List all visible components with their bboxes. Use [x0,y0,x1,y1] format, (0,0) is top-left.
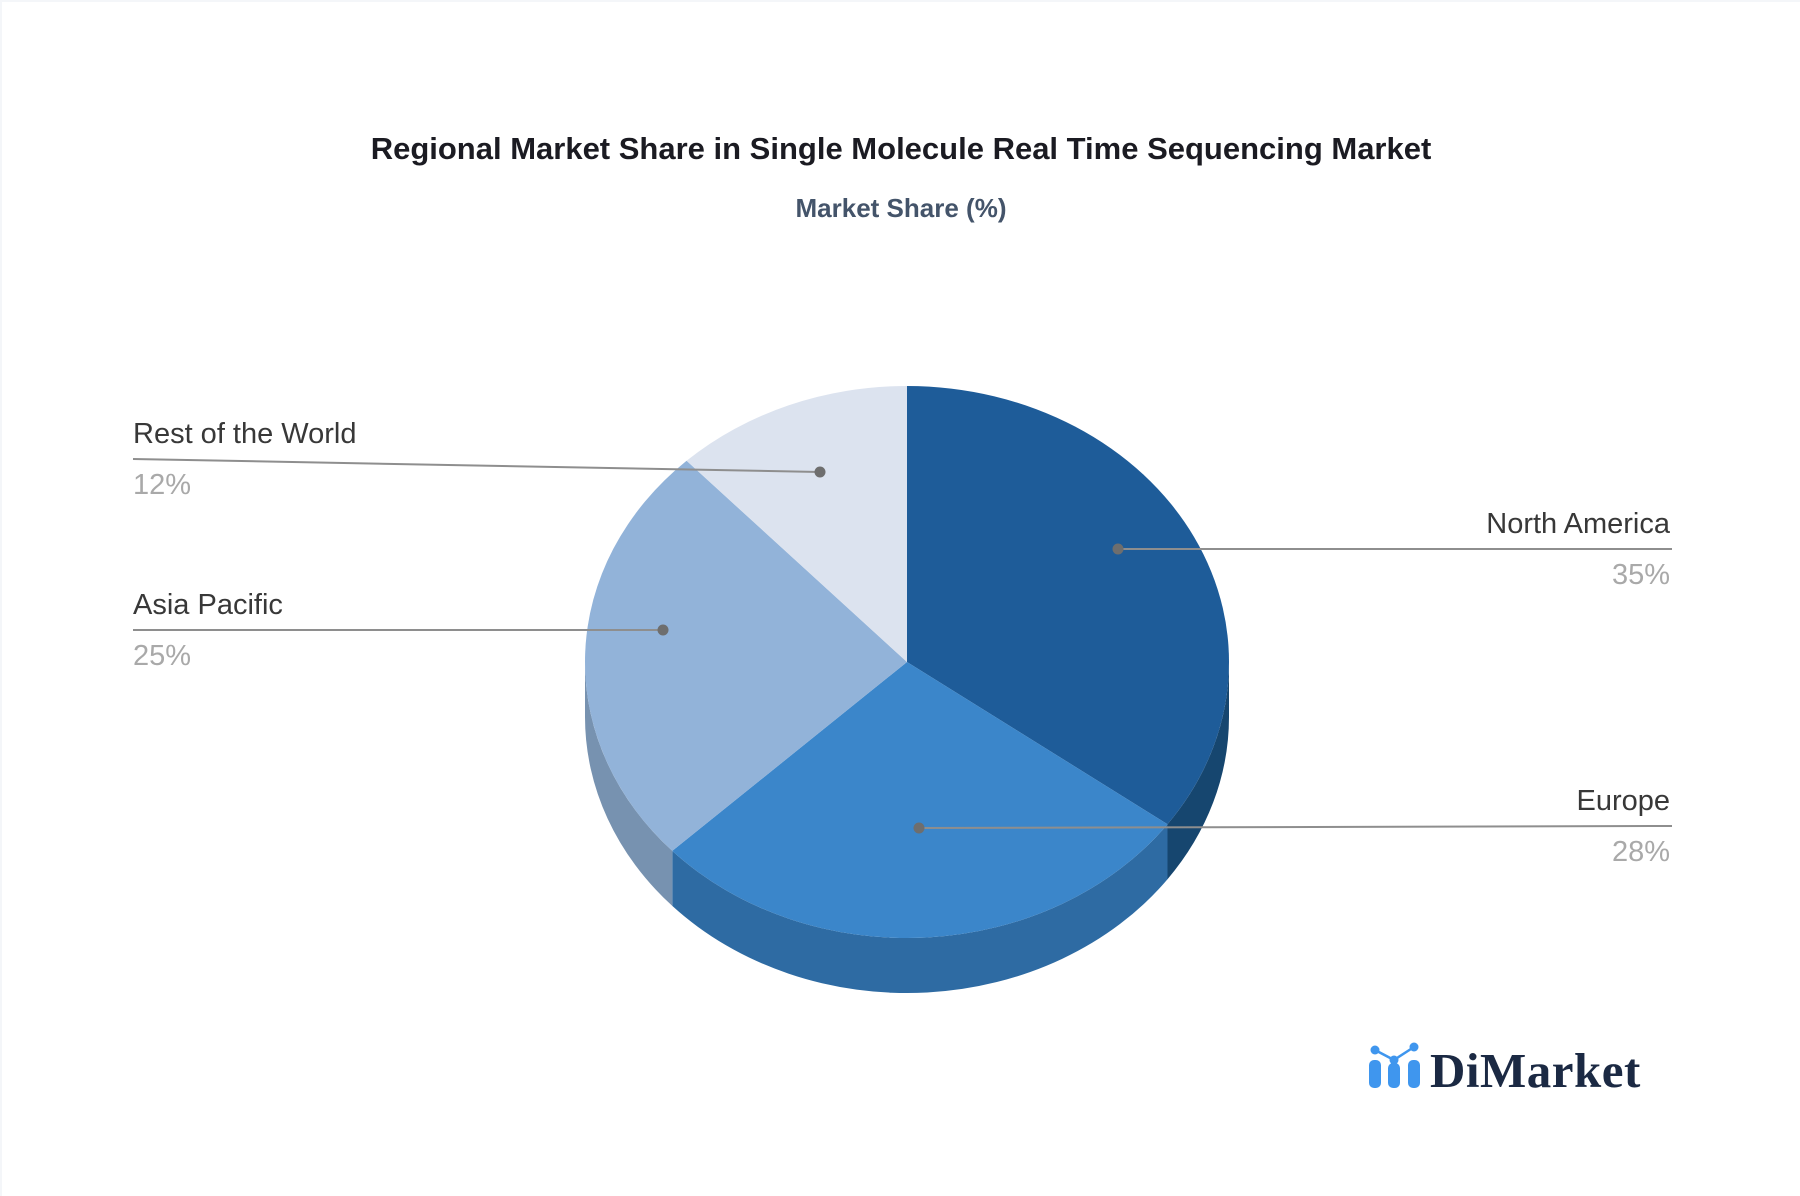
callout-dot-europe [913,822,925,834]
pie-slice-side-europe [672,824,1168,993]
callout-line-europe [918,825,1673,829]
brand-logo[interactable]: DiMarket [1368,1042,1641,1100]
callout-percent-rest-of-world: 12% [133,469,192,501]
callout-label-north-america: North America [1486,508,1670,540]
chart-title: Regional Market Share in Single Molecule… [370,131,1432,166]
pie-slice-side-asia-pacific [585,662,673,906]
callout-label-rest-of-world: Rest of the World [133,418,357,450]
callout-dot-north-america [1112,543,1124,555]
callout-label-asia-pacific: Asia Pacific [133,589,283,621]
callout-label-europe: Europe [1576,785,1670,817]
callout-dot-rest-of-the-world [814,466,826,478]
pie-slice-rest-of-the-world[interactable] [686,386,907,662]
pie-slice-europe[interactable] [672,662,1168,938]
chart-subtitle: Market Share (%) [795,193,1007,223]
callout-percent-north-america: 35% [1611,559,1670,591]
callout-line-rest-of-the-world [132,458,821,473]
callout-percent-asia-pacific: 25% [133,640,192,672]
pie-slice-side-north-america [1167,662,1229,880]
callout-percent-europe: 28% [1611,836,1670,868]
pie-slice-asia-pacific[interactable] [585,460,907,851]
pie-slice-north-america[interactable] [907,386,1229,825]
brand-name: DiMarket [1430,1043,1641,1098]
bar-line-chart-icon [1369,1042,1420,1088]
callout-dot-asia-pacific [657,624,669,636]
